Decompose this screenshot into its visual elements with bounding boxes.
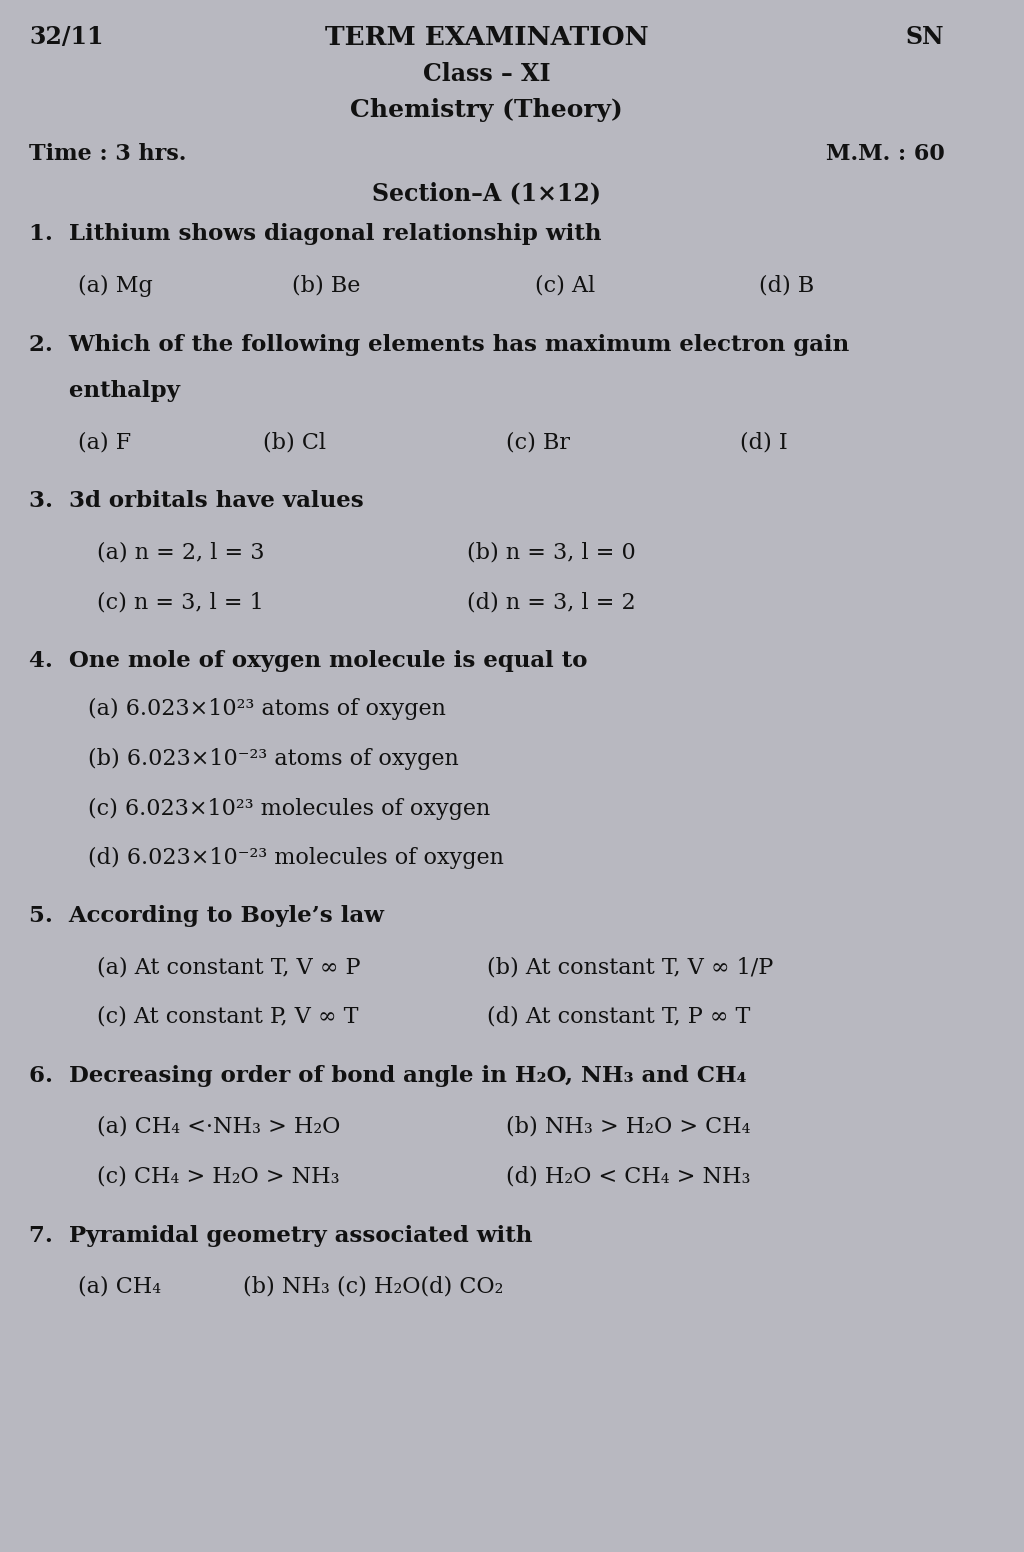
Text: 32/11: 32/11 [30,25,103,48]
Text: Time : 3 hrs.: Time : 3 hrs. [30,143,186,165]
Text: M.M. : 60: M.M. : 60 [825,143,944,165]
Text: (c) CH₄ > H₂O > NH₃: (c) CH₄ > H₂O > NH₃ [97,1166,340,1187]
Text: 1.  Lithium shows diagonal relationship with: 1. Lithium shows diagonal relationship w… [30,223,602,245]
Text: (b) NH₃ (c) H₂O(d) CO₂: (b) NH₃ (c) H₂O(d) CO₂ [244,1276,504,1297]
Text: Class – XI: Class – XI [423,62,551,85]
Text: (b) NH₃ > H₂O > CH₄: (b) NH₃ > H₂O > CH₄ [506,1116,751,1138]
Text: 6.  Decreasing order of bond angle in H₂O, NH₃ and CH₄: 6. Decreasing order of bond angle in H₂O… [30,1065,746,1086]
Text: (a) F: (a) F [78,431,131,453]
Text: (b) At constant T, V ∞ 1/P: (b) At constant T, V ∞ 1/P [486,956,773,978]
Text: 7.  Pyramidal geometry associated with: 7. Pyramidal geometry associated with [30,1225,532,1246]
Text: Section–A (1×12): Section–A (1×12) [373,182,601,205]
Text: 3.  3d orbitals have values: 3. 3d orbitals have values [30,490,364,512]
Text: TERM EXAMINATION: TERM EXAMINATION [325,25,648,50]
Text: (c) Al: (c) Al [536,275,596,296]
Text: (d) H₂O < CH₄ > NH₃: (d) H₂O < CH₄ > NH₃ [506,1166,751,1187]
Text: (c) Br: (c) Br [506,431,570,453]
Text: (a) CH₄: (a) CH₄ [78,1276,161,1297]
Text: (d) n = 3, l = 2: (d) n = 3, l = 2 [467,591,636,613]
Text: 4.  One mole of oxygen molecule is equal to: 4. One mole of oxygen molecule is equal … [30,650,588,672]
Text: (a) Mg: (a) Mg [78,275,153,296]
Text: (c) n = 3, l = 1: (c) n = 3, l = 1 [97,591,264,613]
Text: (c) At constant P, V ∞ T: (c) At constant P, V ∞ T [97,1006,358,1027]
Text: (d) At constant T, P ∞ T: (d) At constant T, P ∞ T [486,1006,751,1027]
Text: (a) At constant T, V ∞ P: (a) At constant T, V ∞ P [97,956,360,978]
Text: (d) I: (d) I [740,431,787,453]
Text: (d) 6.023×10⁻²³ molecules of oxygen: (d) 6.023×10⁻²³ molecules of oxygen [88,847,504,869]
Text: (d) B: (d) B [760,275,815,296]
Text: (b) Cl: (b) Cl [263,431,326,453]
Text: (a) CH₄ <·NH₃ > H₂O: (a) CH₄ <·NH₃ > H₂O [97,1116,341,1138]
Text: (b) n = 3, l = 0: (b) n = 3, l = 0 [467,542,636,563]
Text: (b) 6.023×10⁻²³ atoms of oxygen: (b) 6.023×10⁻²³ atoms of oxygen [88,748,459,770]
Text: (a) 6.023×10²³ atoms of oxygen: (a) 6.023×10²³ atoms of oxygen [88,698,445,720]
Text: (c) 6.023×10²³ molecules of oxygen: (c) 6.023×10²³ molecules of oxygen [88,798,489,819]
Text: (a) n = 2, l = 3: (a) n = 2, l = 3 [97,542,265,563]
Text: Chemistry (Theory): Chemistry (Theory) [350,98,624,121]
Text: 2.  Which of the following elements has maximum electron gain: 2. Which of the following elements has m… [30,334,850,355]
Text: enthalpy: enthalpy [30,380,180,402]
Text: (b) Be: (b) Be [292,275,360,296]
Text: 5.  According to Boyle’s law: 5. According to Boyle’s law [30,905,384,927]
Text: SN: SN [905,25,944,48]
